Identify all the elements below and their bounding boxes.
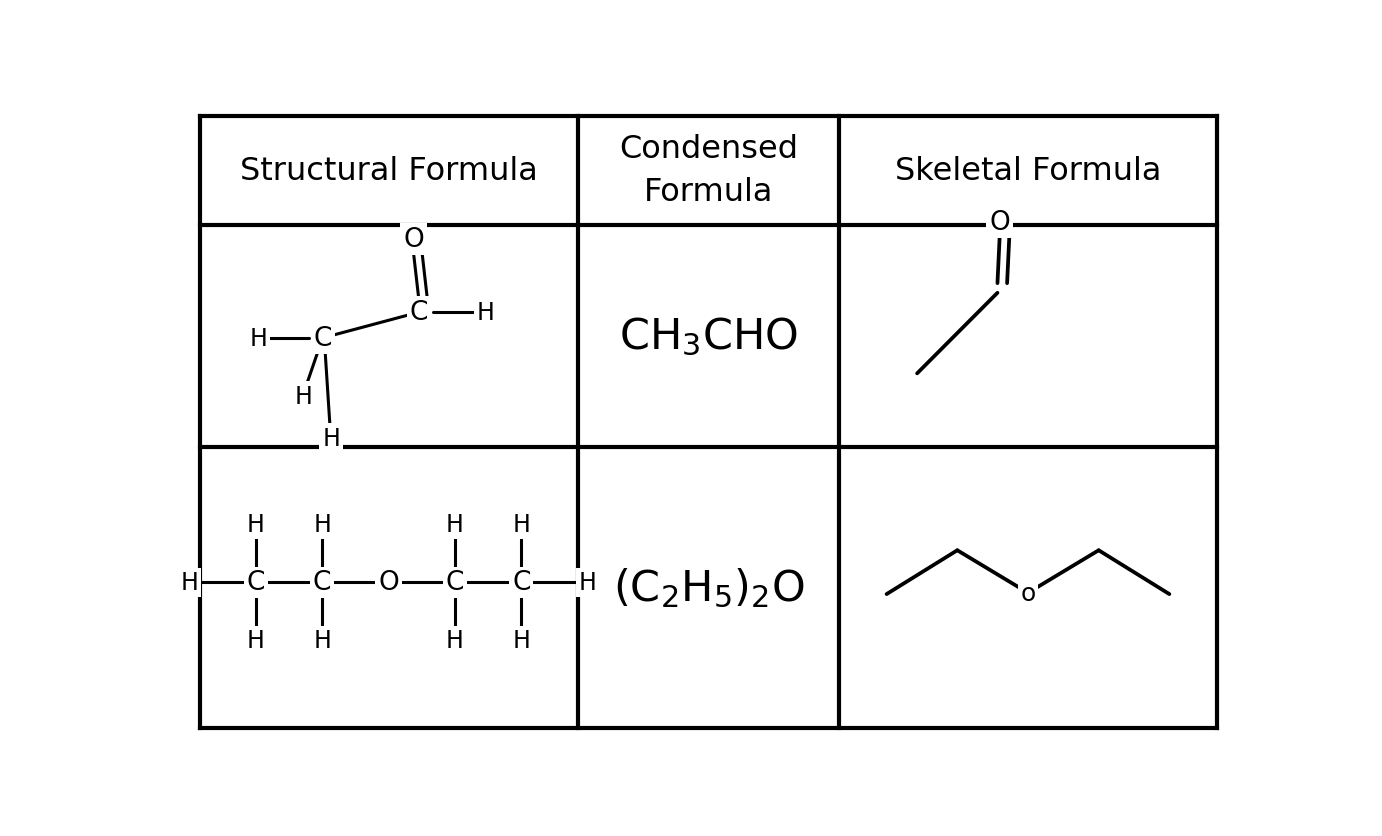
Text: C: C xyxy=(312,570,332,596)
Text: H: H xyxy=(446,512,464,537)
Text: H: H xyxy=(513,629,531,653)
Text: Condensed
Formula: Condensed Formula xyxy=(619,134,797,208)
Text: CH$_3$CHO: CH$_3$CHO xyxy=(619,316,797,358)
Text: H: H xyxy=(250,327,267,350)
Text: O: O xyxy=(379,570,399,596)
Text: H: H xyxy=(446,629,464,653)
Text: H: H xyxy=(477,301,495,324)
Text: H: H xyxy=(513,512,531,537)
Text: C: C xyxy=(513,570,531,596)
Text: o: o xyxy=(1020,581,1035,605)
Text: Skeletal Formula: Skeletal Formula xyxy=(894,155,1161,186)
Text: C: C xyxy=(410,300,428,326)
Text: H: H xyxy=(181,571,198,594)
Text: (C$_2$H$_5$)$_2$O: (C$_2$H$_5$)$_2$O xyxy=(612,566,804,609)
Text: H: H xyxy=(294,385,312,409)
Text: C: C xyxy=(446,570,464,596)
Text: H: H xyxy=(247,629,265,653)
Text: H: H xyxy=(314,512,332,537)
Text: O: O xyxy=(990,210,1010,236)
Text: H: H xyxy=(247,512,265,537)
Text: H: H xyxy=(314,629,332,653)
Text: Structural Formula: Structural Formula xyxy=(239,155,538,186)
Text: H: H xyxy=(322,426,340,451)
Text: H: H xyxy=(579,571,597,594)
Text: C: C xyxy=(246,570,265,596)
Text: C: C xyxy=(314,325,332,351)
Text: O: O xyxy=(404,227,424,253)
